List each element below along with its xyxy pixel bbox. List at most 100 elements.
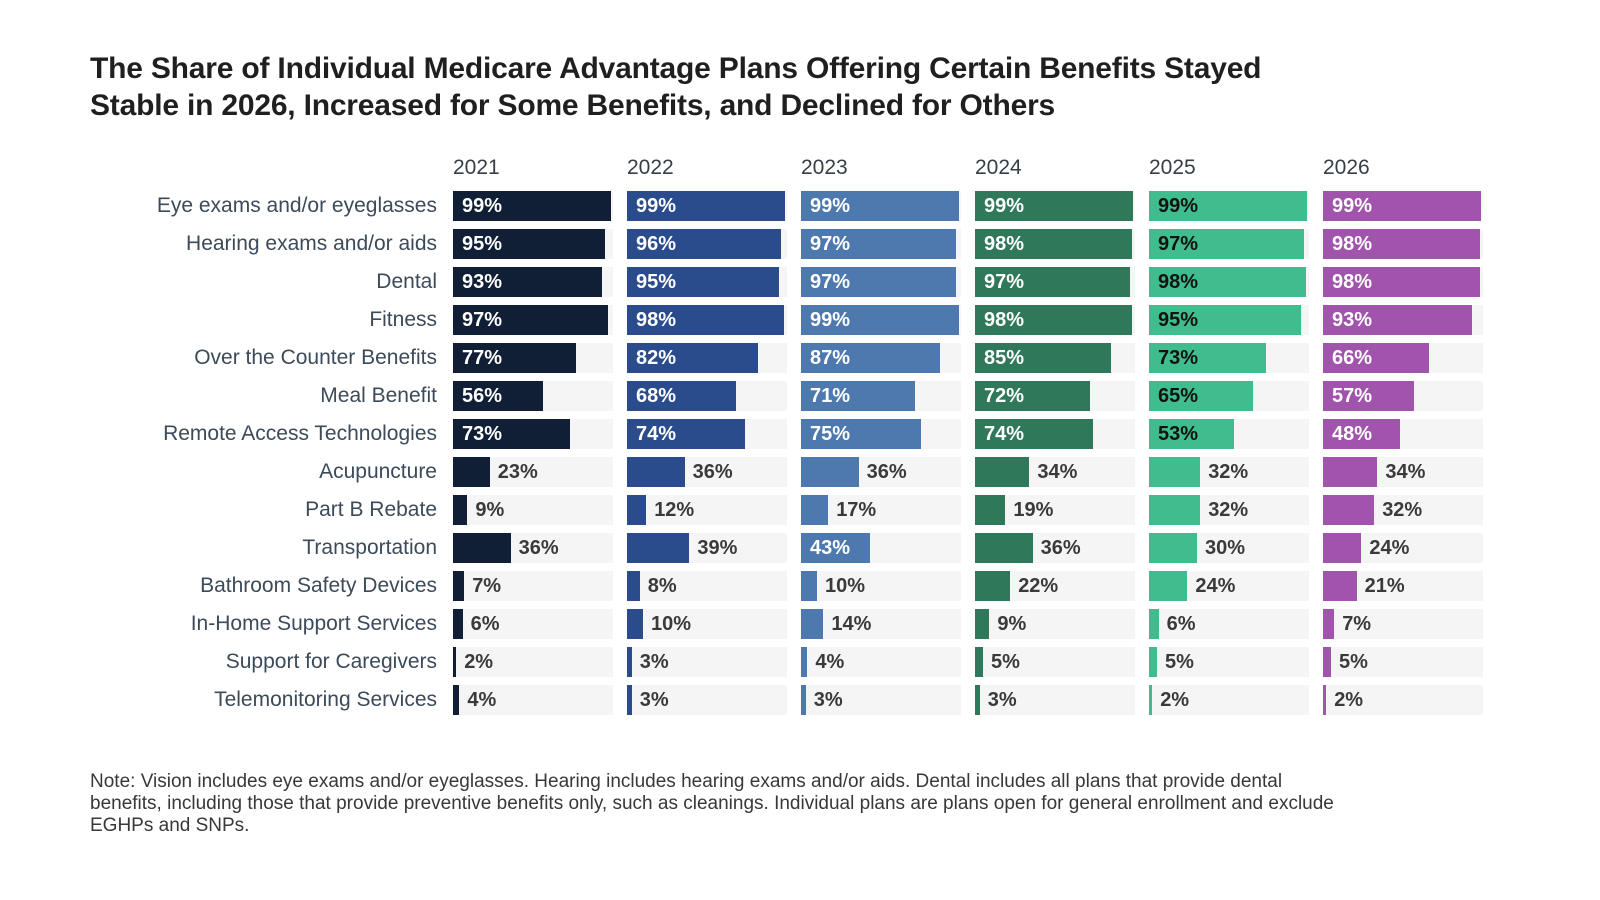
value-label: 2% bbox=[1160, 688, 1190, 711]
bar-2024 bbox=[975, 191, 1134, 221]
category-label: Acupuncture bbox=[319, 460, 437, 483]
bar-2021 bbox=[453, 191, 612, 221]
bar-2025 bbox=[1149, 419, 1234, 449]
bar-2021 bbox=[453, 609, 463, 639]
value-label: 82% bbox=[636, 347, 677, 369]
bar-track: 99% bbox=[801, 305, 961, 335]
bar-2022 bbox=[627, 419, 746, 449]
bar-2021 bbox=[453, 495, 468, 525]
bar-2023 bbox=[801, 343, 941, 373]
note-text: Note: Vision includes eye exams and/or e… bbox=[90, 771, 1334, 836]
bar-track: 97% bbox=[453, 305, 613, 335]
bar-track: 74% bbox=[975, 419, 1135, 449]
bar-2024 bbox=[975, 267, 1131, 297]
bar-track: 14% bbox=[801, 609, 961, 639]
bar-2025 bbox=[1149, 685, 1153, 715]
row-cells: 9% 12% 17% 19% 32% 32% bbox=[453, 495, 1497, 525]
bar-track: 93% bbox=[1323, 305, 1483, 335]
value-label: 73% bbox=[1158, 347, 1199, 369]
value-label: 39% bbox=[697, 536, 738, 559]
bar-track: 99% bbox=[975, 191, 1135, 221]
bar-2025 bbox=[1149, 571, 1188, 601]
value-label: 12% bbox=[654, 498, 695, 521]
value-label: 5% bbox=[1165, 650, 1194, 673]
bar-2022 bbox=[627, 647, 632, 677]
bar-2024 bbox=[975, 305, 1132, 335]
value-label: 71% bbox=[810, 385, 851, 407]
bar-2021 bbox=[453, 457, 490, 487]
year-header-2023: 2023 bbox=[801, 156, 848, 179]
value-label: 77% bbox=[462, 347, 503, 369]
bar-track: 96% bbox=[627, 229, 787, 259]
bar-2021 bbox=[453, 267, 602, 297]
bar-2025 bbox=[1149, 267, 1306, 297]
chart-row: Support for Caregivers 2% 3% 4% 5% 5% 5% bbox=[90, 647, 1600, 677]
bar-track: 77% bbox=[453, 343, 613, 373]
bar-2024 bbox=[975, 343, 1111, 373]
value-label: 93% bbox=[1332, 309, 1373, 331]
year-header-2024: 2024 bbox=[975, 156, 1022, 179]
bar-track: 74% bbox=[627, 419, 787, 449]
value-label: 85% bbox=[984, 347, 1025, 369]
value-label: 66% bbox=[1332, 347, 1373, 369]
bar-track: 4% bbox=[801, 647, 961, 677]
bar-track: 97% bbox=[801, 267, 961, 297]
value-label: 10% bbox=[651, 612, 692, 635]
bar-2023 bbox=[801, 457, 859, 487]
bar-track: 6% bbox=[1149, 609, 1309, 639]
value-label: 3% bbox=[639, 688, 669, 711]
bar-track: 22% bbox=[975, 571, 1135, 601]
bar-track: 82% bbox=[627, 343, 787, 373]
bar-2024 bbox=[975, 685, 980, 715]
value-label: 2% bbox=[1334, 688, 1364, 711]
bar-track: 75% bbox=[801, 419, 961, 449]
bar-track: 2% bbox=[453, 647, 613, 677]
row-cells: 4% 3% 3% 3% 2% 2% bbox=[453, 685, 1497, 715]
value-label: 74% bbox=[636, 423, 677, 445]
bar-track: 99% bbox=[801, 191, 961, 221]
bar-track: 98% bbox=[975, 229, 1135, 259]
value-label: 3% bbox=[639, 650, 669, 673]
bar-track: 34% bbox=[975, 457, 1135, 487]
bar-2023 bbox=[801, 495, 829, 525]
bar-track: 97% bbox=[1149, 229, 1309, 259]
value-label: 7% bbox=[1342, 612, 1372, 635]
benefits-bar-chart: 2021 2022 2023 2024 2025 2026 Eye exams and/o… bbox=[90, 156, 1600, 715]
value-label: 97% bbox=[810, 233, 851, 255]
bar-2021 bbox=[453, 343, 577, 373]
category-label: In-Home Support Services bbox=[190, 612, 437, 635]
value-label: 68% bbox=[636, 385, 677, 407]
category-label: Bathroom Safety Devices bbox=[200, 574, 437, 597]
chart-row: Bathroom Safety Devices 7% 8% 10% 22% 24% 21% bbox=[90, 571, 1600, 601]
chart-row: In-Home Support Services 6% 10% 14% 9% 6% 7% bbox=[90, 609, 1600, 639]
value-label: 6% bbox=[1166, 612, 1196, 635]
value-label: 5% bbox=[991, 650, 1020, 673]
category-label: Meal Benefit bbox=[320, 384, 437, 407]
value-label: 97% bbox=[810, 271, 851, 293]
value-label: 36% bbox=[692, 460, 733, 483]
bar-2026 bbox=[1323, 343, 1429, 373]
bar-track: 3% bbox=[801, 685, 961, 715]
row-cells: 73% 74% 75% 74% 53% 48% bbox=[453, 419, 1497, 449]
bar-track: 57% bbox=[1323, 381, 1483, 411]
bar-track: 19% bbox=[975, 495, 1135, 525]
value-label: 97% bbox=[1158, 233, 1199, 255]
bar-track: 53% bbox=[1149, 419, 1309, 449]
bar-track: 98% bbox=[1323, 267, 1483, 297]
value-label: 7% bbox=[472, 574, 502, 597]
bar-track: 87% bbox=[801, 343, 961, 373]
bar-track: 73% bbox=[453, 419, 613, 449]
year-header-2026: 2026 bbox=[1323, 156, 1370, 179]
bar-track: 5% bbox=[1323, 647, 1483, 677]
bar-2025 bbox=[1149, 533, 1197, 563]
value-label: 87% bbox=[810, 347, 851, 369]
bar-2021 bbox=[453, 381, 543, 411]
chart-row: Over the Counter Benefits 77% 82% 87% 85% 73%… bbox=[90, 343, 1600, 373]
bar-track: 3% bbox=[975, 685, 1135, 715]
bar-2025 bbox=[1149, 305, 1301, 335]
value-label: 53% bbox=[1158, 423, 1199, 445]
row-cells: 99% 99% 99% 99% 99% 99% bbox=[453, 191, 1497, 221]
bar-2025 bbox=[1149, 191, 1308, 221]
bar-2023 bbox=[801, 267, 957, 297]
bar-2026 bbox=[1323, 381, 1415, 411]
